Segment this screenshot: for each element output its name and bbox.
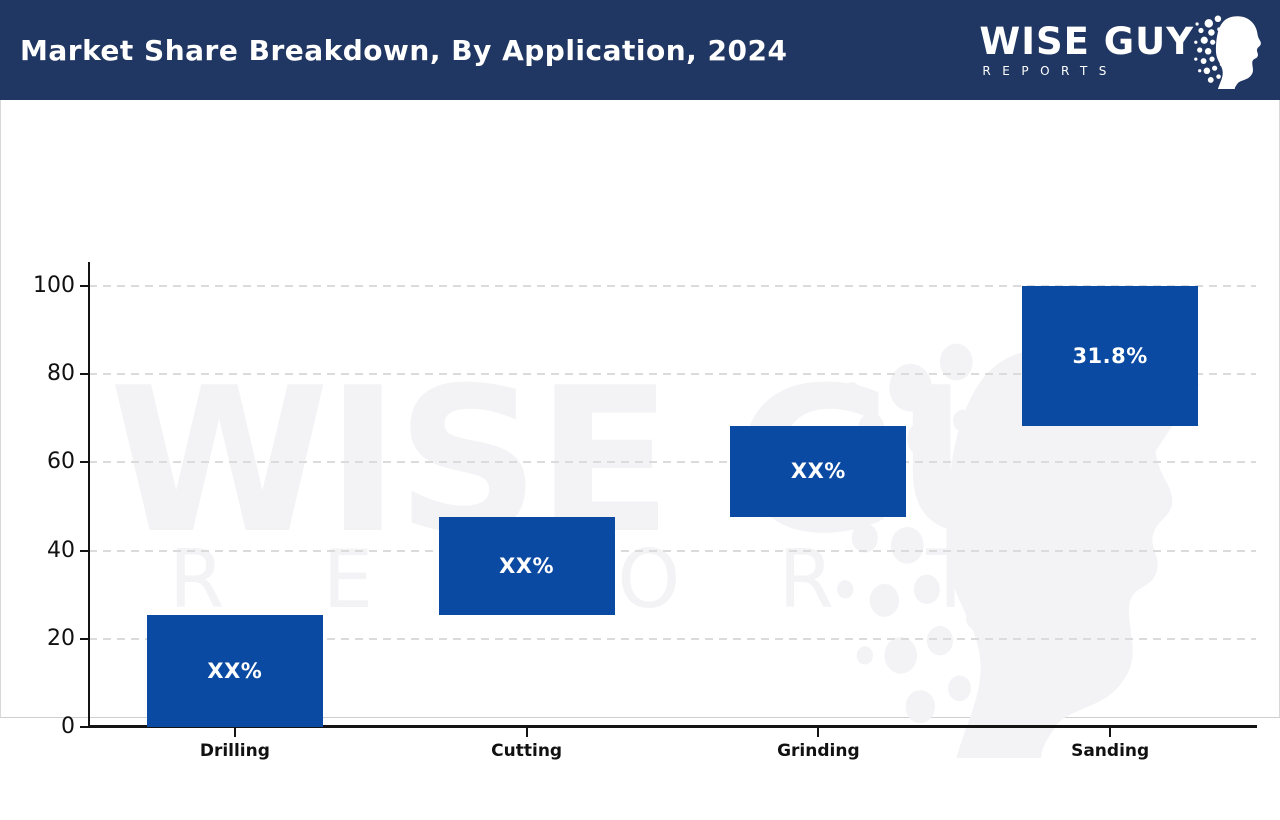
bar-chart: 0 20 40 60 80 100 Drilling XX% Cutting XX% Grindin… — [1, 100, 1280, 820]
y-tick-label: 60 — [47, 449, 75, 475]
category-label-cutting: Cutting — [491, 741, 563, 761]
y-tick-label: 80 — [47, 361, 75, 387]
x-tick-mark — [233, 728, 236, 737]
chart-canvas: WISE GUY REPORTS 0 20 40 60 80 100 Drilling XX%… — [0, 100, 1280, 761]
gridline-20 — [89, 637, 1256, 640]
y-tick-label: 40 — [47, 537, 75, 563]
category-label-grinding: Grinding — [777, 741, 860, 761]
category-label-sanding: Sanding — [1071, 741, 1150, 761]
y-tick-mark — [80, 637, 89, 640]
y-tick-mark — [80, 285, 89, 287]
y-tick-label: 20 — [47, 625, 75, 651]
brand-logo: WISE GUY REPORTS — [979, 8, 1266, 92]
x-tick-mark — [1109, 728, 1112, 737]
y-tick-label: 100 — [33, 273, 75, 298]
y-tick-mark — [80, 461, 89, 464]
bar-sanding: 31.8% — [1022, 286, 1199, 427]
category-label-drilling: Drilling — [199, 741, 270, 761]
x-tick-mark — [817, 728, 820, 737]
bar-drilling: XX% — [146, 614, 323, 727]
bar-value-label: 31.8% — [1072, 344, 1148, 369]
brand-face-icon — [1194, 15, 1261, 89]
x-tick-mark — [525, 728, 528, 737]
bar-value-label: XX% — [790, 459, 846, 484]
bar-grinding: XX% — [730, 426, 907, 517]
brand-wordmark: WISE GUY — [979, 20, 1194, 63]
page-header: Market Share Breakdown, By Application, … — [0, 0, 1280, 100]
page-title: Market Share Breakdown, By Application, … — [20, 33, 788, 67]
brand-subtitle: REPORTS — [982, 64, 1118, 78]
y-tick-label: 0 — [61, 714, 75, 739]
gridline-40 — [89, 549, 1256, 552]
bar-value-label: XX% — [499, 553, 555, 578]
gridline-100 — [89, 285, 1256, 287]
bar-value-label: XX% — [207, 658, 263, 683]
y-axis — [88, 262, 90, 728]
gridline-80 — [89, 373, 1256, 376]
brand-logo-text: WISE GUY REPORTS — [979, 23, 1194, 77]
gridline-60 — [89, 461, 1256, 464]
y-tick-mark — [80, 373, 89, 376]
y-tick-mark — [80, 549, 89, 552]
bar-cutting: XX% — [438, 516, 615, 615]
